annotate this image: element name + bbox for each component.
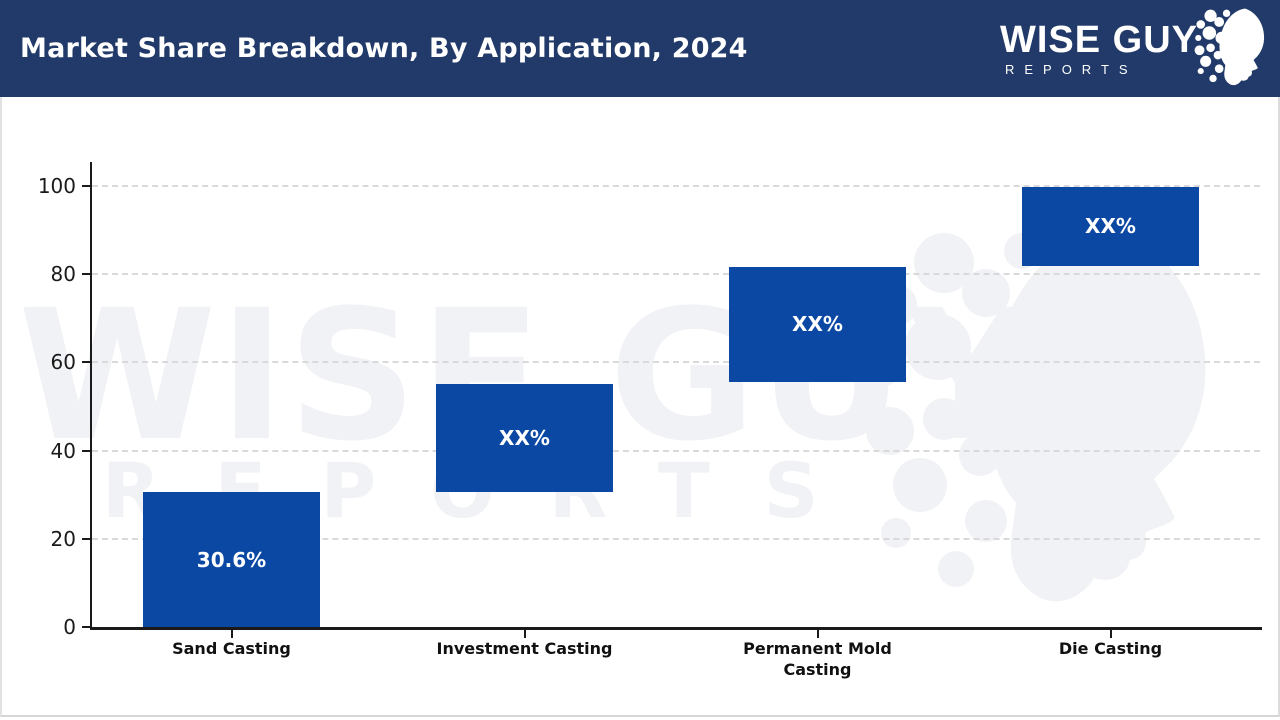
y-tick-mark xyxy=(82,537,90,540)
gridline xyxy=(92,449,1260,452)
logo-subtitle: REPORTS xyxy=(1004,62,1138,77)
watermark-face-icon xyxy=(866,227,1206,602)
x-tick-mark xyxy=(230,630,233,638)
y-tick-label: 80 xyxy=(50,262,76,287)
x-category-label: Die Casting xyxy=(1058,639,1163,658)
y-tick-mark xyxy=(82,449,90,452)
logo-wordmark: WISE GUY xyxy=(999,19,1198,61)
gridline xyxy=(92,185,1260,187)
y-tick-label: 60 xyxy=(50,350,76,375)
page-title: Market Share Breakdown, By Application, … xyxy=(20,33,748,64)
y-tick-mark xyxy=(82,185,90,187)
bar-value-label: XX% xyxy=(1085,214,1136,239)
header: Market Share Breakdown, By Application, … xyxy=(0,0,1280,97)
wise-guy-logo: WISE GUY REPORTS xyxy=(1000,6,1266,92)
x-category-label: Investment Casting xyxy=(436,639,613,658)
logo-text: WISE GUY REPORTS xyxy=(1000,21,1198,76)
y-tick-label: 0 xyxy=(63,615,76,639)
y-tick-mark xyxy=(82,273,90,276)
y-tick-label: 20 xyxy=(50,526,76,551)
y-tick-mark xyxy=(82,361,90,364)
bar: XX% xyxy=(436,384,613,493)
x-tick-mark xyxy=(816,630,819,638)
y-tick-label: 100 xyxy=(37,174,76,198)
x-category-label: Sand Casting xyxy=(172,639,291,658)
bar: XX% xyxy=(729,267,906,382)
y-axis-line xyxy=(90,162,92,629)
logo-face-icon xyxy=(1194,7,1265,85)
bar-value-label: XX% xyxy=(499,426,550,451)
gridline xyxy=(92,361,1260,364)
gridline xyxy=(92,273,1260,276)
x-tick-mark xyxy=(1109,630,1112,638)
gridline xyxy=(92,537,1260,540)
x-tick-mark xyxy=(523,630,526,638)
bar: 30.6% xyxy=(143,492,320,627)
y-tick-label: 40 xyxy=(50,438,76,463)
bar-value-label: 30.6% xyxy=(196,547,267,572)
x-category-label: Permanent Mold Casting xyxy=(743,639,892,679)
bar: XX% xyxy=(1022,186,1199,266)
y-tick-mark xyxy=(82,626,90,628)
bar-value-label: XX% xyxy=(792,312,843,337)
x-axis-line xyxy=(90,627,1262,630)
